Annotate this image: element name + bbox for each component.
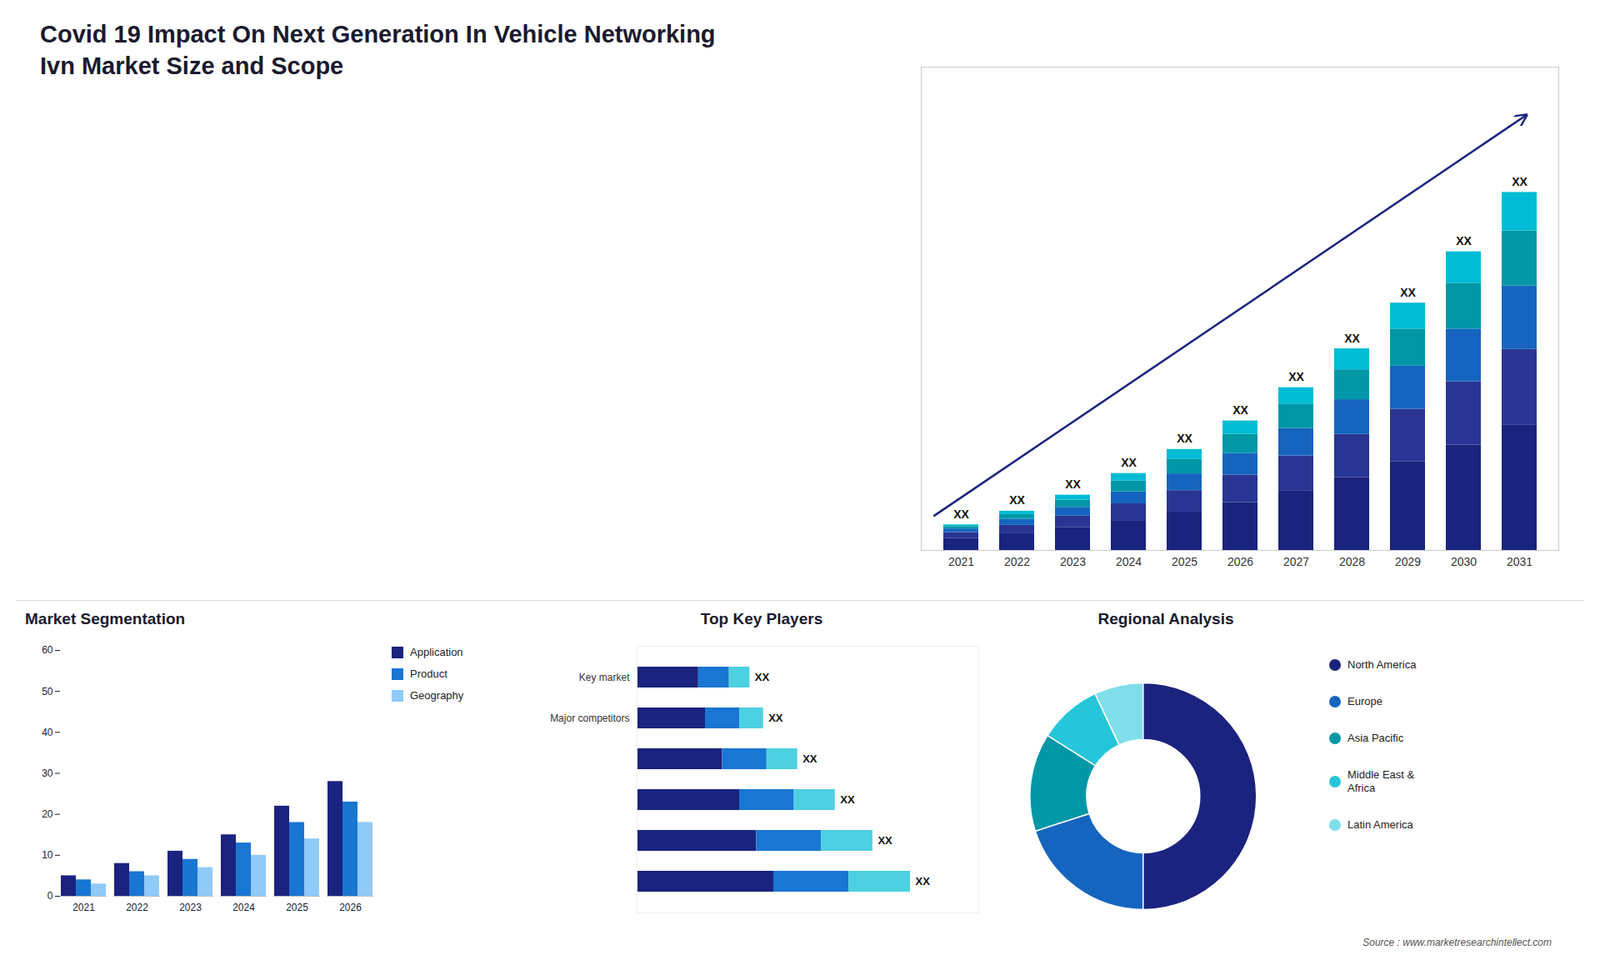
html-text:Market Segmentation: Market Segmentation bbox=[25, 610, 186, 628]
svg-text:40: 40 bbox=[41, 726, 54, 739]
svg-text:2025: 2025 bbox=[285, 901, 309, 914]
html-text:Covid 19 Impact On Next Genera: Covid 19 Impact On Next Generation In Ve… bbox=[40, 20, 716, 48]
svg-text:XX: XX bbox=[1176, 431, 1193, 445]
svg-text:2028: 2028 bbox=[1339, 555, 1365, 569]
svg-text:XX: XX bbox=[755, 670, 770, 684]
svg-text:2026: 2026 bbox=[1227, 555, 1254, 569]
svg-text:2022: 2022 bbox=[125, 901, 149, 914]
svg-text:Major competitors: Major competitors bbox=[550, 712, 630, 725]
html-text:Ivn Market Size and Scope: Ivn Market Size and Scope bbox=[40, 52, 344, 80]
html-text:Asia Pacific: Asia Pacific bbox=[1347, 731, 1404, 745]
svg-text:2021: 2021 bbox=[72, 901, 95, 914]
svg-text:2029: 2029 bbox=[1395, 555, 1421, 569]
svg-text:XX: XX bbox=[915, 875, 931, 888]
svg-text:2031: 2031 bbox=[1506, 555, 1533, 569]
svg-text:2023: 2023 bbox=[179, 901, 202, 914]
html-text:Regional Analysis: Regional Analysis bbox=[1097, 610, 1234, 628]
svg-text:XX: XX bbox=[1120, 455, 1137, 470]
svg-text:2030: 2030 bbox=[1450, 555, 1477, 569]
html-text:Geography: Geography bbox=[410, 689, 464, 702]
svg-text:XX: XX bbox=[1511, 175, 1528, 189]
svg-text:XX: XX bbox=[802, 752, 818, 765]
svg-text:2024: 2024 bbox=[232, 901, 255, 914]
svg-text:XX: XX bbox=[1288, 370, 1305, 384]
html-text:Product: Product bbox=[410, 667, 448, 680]
svg-text:30: 30 bbox=[41, 767, 54, 780]
svg-text:50: 50 bbox=[41, 685, 54, 698]
svg-text:XX: XX bbox=[1232, 403, 1249, 417]
svg-text:2026: 2026 bbox=[339, 901, 362, 914]
svg-text:10: 10 bbox=[41, 849, 54, 861]
svg-text:2022: 2022 bbox=[1004, 555, 1030, 569]
svg-text:2023: 2023 bbox=[1060, 555, 1086, 569]
svg-text:XX: XX bbox=[1065, 477, 1081, 491]
svg-text:2025: 2025 bbox=[1171, 555, 1198, 569]
svg-text:60: 60 bbox=[41, 644, 54, 656]
svg-text:XX: XX bbox=[768, 711, 784, 725]
svg-text:XX: XX bbox=[840, 793, 855, 806]
svg-text:Key market: Key market bbox=[579, 671, 630, 684]
html-text:Latin America: Latin America bbox=[1347, 818, 1414, 831]
svg-text:2027: 2027 bbox=[1283, 555, 1310, 569]
html-text:Middle East & Africa: Middle East & Africa bbox=[1347, 768, 1415, 795]
html-text:North America: North America bbox=[1347, 658, 1417, 671]
svg-text:2021: 2021 bbox=[948, 555, 975, 569]
html-text:Application: Application bbox=[410, 645, 463, 659]
svg-text:XX: XX bbox=[1400, 285, 1416, 300]
svg-text:XX: XX bbox=[1455, 234, 1472, 248]
svg-text:XX: XX bbox=[953, 507, 970, 521]
svg-text:XX: XX bbox=[1009, 493, 1025, 507]
html-text:Source : www.marketresearchint: Source : www.marketresearchintellect.com bbox=[1362, 936, 1552, 949]
svg-text:20: 20 bbox=[41, 808, 54, 820]
svg-text:2024: 2024 bbox=[1115, 555, 1142, 569]
html-text:Top Key Players: Top Key Players bbox=[700, 610, 823, 628]
svg-text:0: 0 bbox=[47, 890, 54, 902]
html-text:Europe: Europe bbox=[1347, 695, 1383, 708]
svg-text:XX: XX bbox=[1344, 331, 1360, 345]
svg-text:XX: XX bbox=[877, 834, 893, 847]
